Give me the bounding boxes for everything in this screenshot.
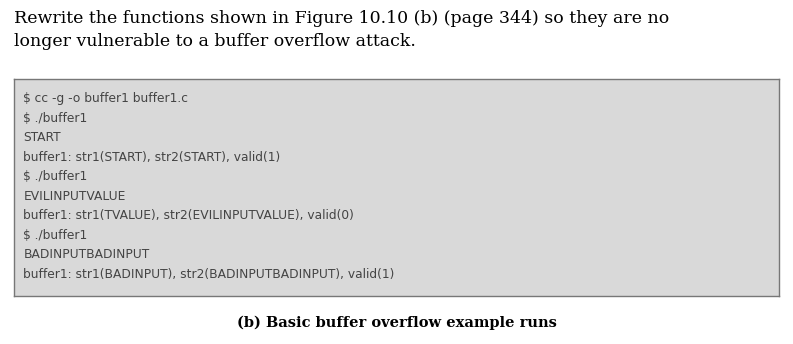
Text: $ ./buffer1: $ ./buffer1	[24, 229, 88, 241]
Text: buffer1: str1(TVALUE), str2(EVILINPUTVALUE), valid(0): buffer1: str1(TVALUE), str2(EVILINPUTVAL…	[24, 209, 354, 222]
Text: buffer1: str1(START), str2(START), valid(1): buffer1: str1(START), str2(START), valid…	[24, 151, 281, 164]
Text: (b) Basic buffer overflow example runs: (b) Basic buffer overflow example runs	[236, 316, 557, 330]
Text: $ ./buffer1: $ ./buffer1	[24, 111, 88, 125]
Text: Rewrite the functions shown in Figure 10.10 (b) (page 344) so they are no
longer: Rewrite the functions shown in Figure 10…	[14, 10, 669, 50]
Text: BADINPUTBADINPUT: BADINPUTBADINPUT	[24, 248, 150, 261]
Text: $ cc -g -o buffer1 buffer1.c: $ cc -g -o buffer1 buffer1.c	[24, 92, 189, 105]
Text: START: START	[24, 131, 61, 144]
Text: EVILINPUTVALUE: EVILINPUTVALUE	[24, 190, 126, 203]
Text: $ ./buffer1: $ ./buffer1	[24, 170, 88, 183]
Text: buffer1: str1(BADINPUT), str2(BADINPUTBADINPUT), valid(1): buffer1: str1(BADINPUT), str2(BADINPUTBA…	[24, 268, 395, 281]
